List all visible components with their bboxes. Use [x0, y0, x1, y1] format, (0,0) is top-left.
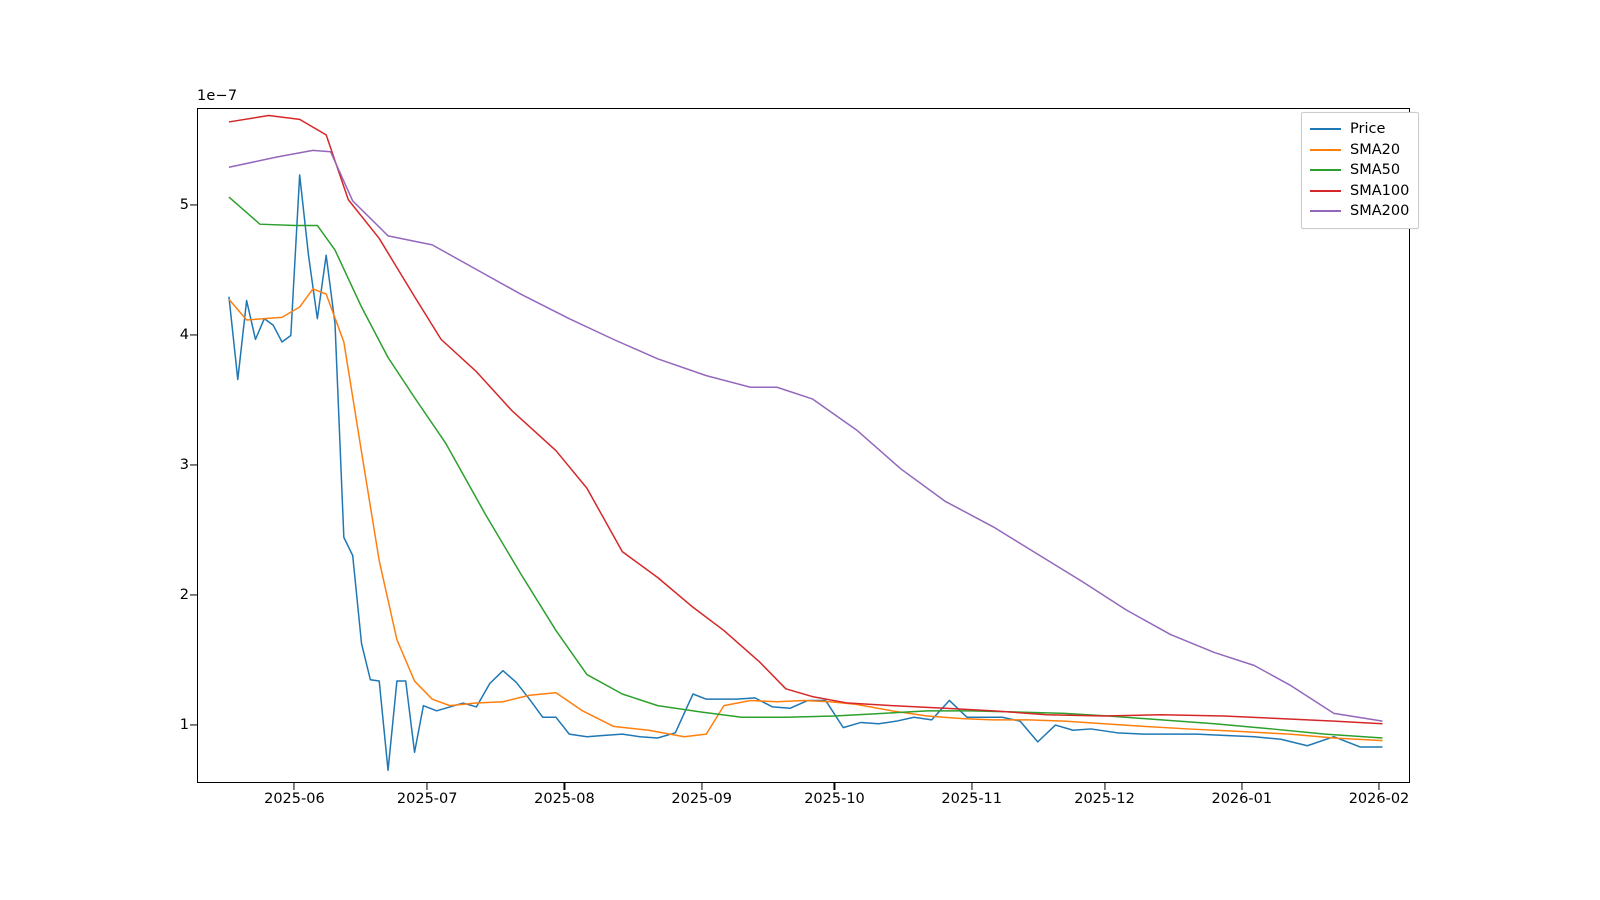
series-line-sma100	[229, 115, 1383, 723]
series-line-price	[229, 175, 1383, 770]
legend-item-label: SMA50	[1350, 162, 1401, 178]
legend-color-swatch	[1310, 128, 1341, 131]
series-line-sma50	[229, 197, 1383, 738]
legend-item-sma200[interactable]: SMA200	[1310, 201, 1409, 222]
y-tick-label: 5	[179, 197, 189, 214]
legend-item-sma50[interactable]: SMA50	[1310, 160, 1409, 181]
x-tick-label: 2025-06	[264, 791, 325, 807]
x-tick-mark	[701, 783, 703, 790]
legend-color-swatch	[1310, 148, 1341, 151]
series-line-sma20	[229, 289, 1383, 741]
y-tick-mark	[190, 724, 197, 726]
y-tick-label: 4	[179, 327, 189, 344]
legend-item-price[interactable]: Price	[1310, 119, 1409, 140]
y-axis-offset-text: 1e−7	[197, 88, 238, 104]
x-tick-mark	[1103, 783, 1106, 790]
legend-box: Price SMA20 SMA50 SMA100 SMA200	[1301, 112, 1420, 229]
legend-item-sma100[interactable]: SMA100	[1310, 181, 1409, 202]
legend-item-sma20[interactable]: SMA20	[1310, 140, 1409, 161]
legend-item-label: SMA100	[1350, 182, 1410, 199]
x-tick-mark	[563, 783, 565, 790]
y-tick-label: 2	[179, 586, 189, 603]
legend-item-label: Price	[1350, 121, 1386, 137]
y-tick-label: 3	[179, 456, 189, 473]
x-tick-mark	[971, 783, 973, 790]
y-tick-mark	[190, 334, 197, 336]
legend-item-label: SMA20	[1350, 141, 1401, 158]
legend-item-label: SMA200	[1350, 203, 1410, 219]
x-tick-label: 2025-12	[1074, 791, 1135, 807]
legend-color-swatch	[1310, 169, 1341, 172]
x-tick-mark	[293, 783, 295, 790]
x-tick-label: 2026-01	[1211, 791, 1273, 807]
y-tick-mark	[190, 464, 197, 466]
x-tick-label: 2025-10	[804, 791, 865, 807]
plot-axes	[197, 108, 1410, 783]
x-tick-mark	[1241, 783, 1243, 790]
x-tick-label: 2026-02	[1348, 791, 1410, 807]
y-tick-label: 1	[179, 716, 189, 733]
series-line-sma200	[229, 150, 1383, 721]
series-lines	[198, 109, 1409, 782]
x-tick-label: 2025-11	[941, 791, 1003, 807]
y-tick-mark	[190, 204, 197, 206]
x-tick-mark	[833, 783, 836, 790]
x-tick-mark	[1378, 783, 1380, 790]
x-tick-label: 2025-08	[534, 791, 595, 807]
x-tick-mark	[426, 783, 428, 790]
legend-color-swatch	[1310, 189, 1341, 192]
x-tick-label: 2025-07	[396, 791, 458, 807]
legend-color-swatch	[1310, 210, 1341, 213]
y-tick-mark	[190, 594, 197, 596]
x-tick-label: 2025-09	[671, 791, 732, 807]
